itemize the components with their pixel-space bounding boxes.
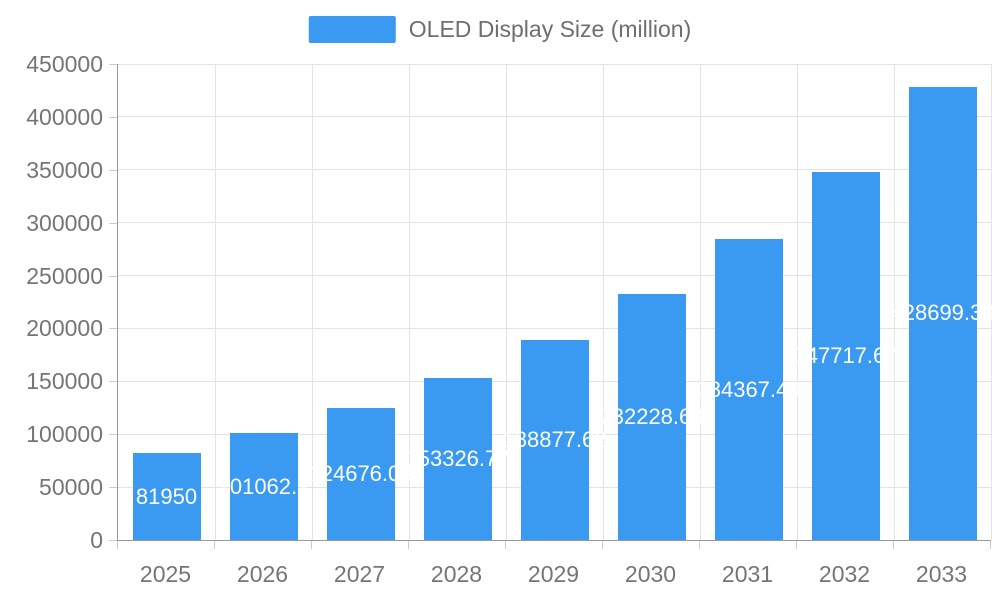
x-tick-label: 2029 [527, 561, 580, 587]
y-axis-tick [109, 540, 117, 541]
y-tick-label: 250000 [26, 262, 103, 289]
bar-2031[interactable]: 284367.44 [697, 239, 801, 540]
bar-value-label: 124676.03 [308, 461, 413, 487]
x-gridline [796, 64, 798, 540]
bar-value-label: 188877.62 [502, 427, 607, 453]
x-axis-tick [408, 541, 409, 549]
bar-2032[interactable]: 347717.67 [794, 172, 898, 540]
bar-value-label: 153326.77 [405, 445, 510, 471]
x-tick-label: 2028 [430, 561, 483, 587]
y-tick-label: 450000 [26, 51, 103, 77]
legend-item-oled-display-size[interactable]: OLED Display Size (million) [308, 16, 692, 43]
bar-2027[interactable]: 124676.03 [309, 408, 413, 540]
bar-2030[interactable]: 232228.68 [600, 294, 704, 540]
x-axis-tick [602, 541, 603, 549]
bar-2028[interactable]: 153326.77 [406, 377, 510, 540]
y-tick-label: 200000 [26, 315, 103, 342]
x-tick-label: 2033 [915, 561, 968, 587]
x-gridline [602, 64, 604, 540]
bar-value-label: 81950 [135, 483, 198, 509]
x-axis-tick [505, 541, 506, 549]
x-gridline [408, 64, 410, 540]
y-axis-tick [109, 275, 117, 277]
y-tick-label: 50000 [39, 474, 103, 501]
x-gridline [214, 64, 216, 540]
y-gridline [118, 63, 991, 65]
y-axis-tick [109, 116, 117, 118]
x-gridline [893, 64, 895, 540]
x-axis-tick [990, 541, 991, 549]
x-axis-tick [796, 541, 797, 549]
x-tick-label: 2025 [139, 561, 192, 587]
bar-2033[interactable]: 428699.33 [891, 86, 995, 540]
x-gridline [699, 64, 701, 540]
x-axis-tick [699, 541, 700, 549]
x-tick-label: 2032 [818, 561, 871, 587]
x-tick-label: 2031 [721, 561, 774, 587]
x-gridline [990, 64, 992, 540]
y-axis-tick [109, 487, 117, 489]
x-gridline [505, 64, 507, 540]
x-tick-label: 2027 [333, 561, 386, 587]
y-tick-label: 400000 [26, 103, 103, 130]
y-gridline [118, 116, 991, 118]
y-gridline [118, 327, 991, 329]
x-axis-tick [214, 541, 215, 549]
x-axis-tick [893, 541, 894, 549]
y-tick-label: 0 [90, 527, 103, 553]
x-axis-tick [117, 541, 118, 549]
y-tick-label: 300000 [26, 209, 103, 236]
plot-area: 81950 101062.2 124676.03 153326.77 188877.62… [117, 63, 995, 541]
x-tick-label: 2026 [236, 561, 289, 587]
y-tick-label: 150000 [26, 368, 103, 395]
bar-2029[interactable]: 188877.62 [503, 340, 607, 540]
bar-value-label: 232228.68 [599, 404, 704, 430]
legend-label: OLED Display Size (million) [408, 16, 692, 42]
y-axis-tick [109, 328, 117, 330]
bar-value-label: 428699.33 [890, 300, 995, 326]
bar-value-label: 101062.2 [217, 473, 310, 499]
bar-2025[interactable]: 81950 [132, 453, 201, 540]
y-gridline [118, 169, 991, 171]
y-gridline [118, 275, 991, 277]
legend-swatch-icon [308, 16, 396, 43]
x-gridline [311, 64, 313, 540]
y-tick-label: 100000 [26, 421, 103, 448]
y-gridline [118, 222, 991, 224]
bar-value-label: 347717.67 [793, 343, 898, 369]
y-axis-tick [109, 169, 117, 171]
y-axis-tick [109, 222, 117, 224]
y-axis-tick [109, 381, 117, 383]
y-tick-label: 350000 [26, 156, 103, 183]
bar-2026[interactable]: 101062.2 [218, 433, 309, 540]
x-tick-label: 2030 [624, 561, 677, 587]
y-axis-tick [109, 64, 117, 65]
y-axis-tick [109, 434, 117, 436]
x-axis-tick [311, 541, 312, 549]
